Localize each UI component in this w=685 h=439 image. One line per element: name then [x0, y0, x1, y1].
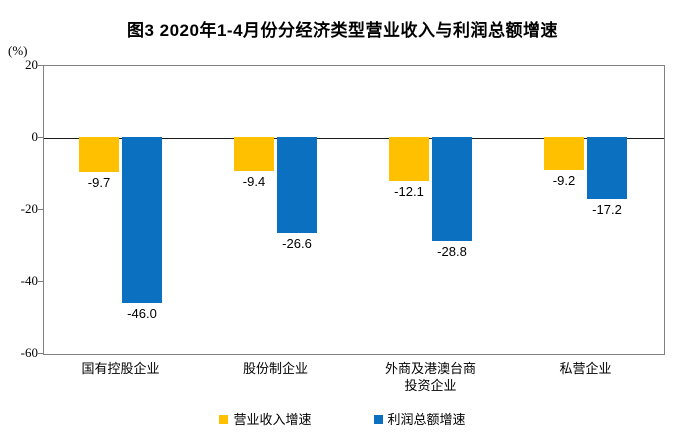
- bar-series0-cat1: [234, 137, 274, 171]
- y-axis-tick-label: -20: [20, 201, 38, 216]
- bar-value-label: -12.1: [394, 184, 424, 199]
- y-axis-tick: [38, 137, 43, 138]
- legend-item: 营业收入增速: [219, 412, 312, 427]
- category-label: 股份制企业: [242, 361, 308, 376]
- y-axis-tick-label: 20: [25, 57, 38, 72]
- y-axis-tick-label: -40: [20, 273, 38, 288]
- category-label: 私营企业: [559, 361, 612, 376]
- legend-item: 利润总额增速: [373, 412, 466, 427]
- legend-label: 利润总额增速: [387, 412, 466, 427]
- y-axis-tick: [38, 353, 43, 354]
- chart-title: 图3 2020年1-4月份分经济类型营业收入与利润总额增速: [126, 21, 559, 40]
- bar-value-label: -46.0: [127, 306, 157, 321]
- bar-value-label: -28.8: [437, 244, 467, 259]
- y-axis-tick: [38, 209, 43, 210]
- category-label: 国有控股企业: [81, 361, 160, 376]
- bar-series0-cat3: [544, 137, 584, 170]
- bar-series1-cat0: [122, 137, 162, 303]
- bar-value-label: -9.2: [552, 173, 576, 188]
- y-axis-tick: [38, 281, 43, 282]
- bar-value-label: -17.2: [592, 202, 622, 217]
- y-axis-unit-label: (%): [8, 43, 28, 58]
- bar-series0-cat0: [79, 137, 119, 172]
- y-axis-tick: [38, 65, 43, 66]
- legend-swatch-icon: [219, 415, 229, 424]
- bar-series1-cat2: [432, 137, 472, 241]
- y-axis-tick-label: 0: [31, 129, 39, 144]
- legend-label: 营业收入增速: [233, 412, 312, 427]
- zero-axis-line: [44, 138, 664, 139]
- bar-value-label: -9.4: [242, 174, 266, 189]
- y-axis-tick-label: -60: [20, 345, 38, 360]
- legend-swatch-icon: [373, 415, 383, 424]
- bar-series1-cat3: [587, 137, 627, 199]
- bar-value-label: -26.6: [282, 236, 312, 251]
- chart-legend: 营业收入增速 利润总额增速: [0, 412, 685, 427]
- category-label: 外商及港澳台商 投资企业: [384, 361, 476, 393]
- bar-series1-cat1: [277, 137, 317, 233]
- bar-series0-cat2: [389, 137, 429, 181]
- bar-value-label: -9.7: [87, 175, 111, 190]
